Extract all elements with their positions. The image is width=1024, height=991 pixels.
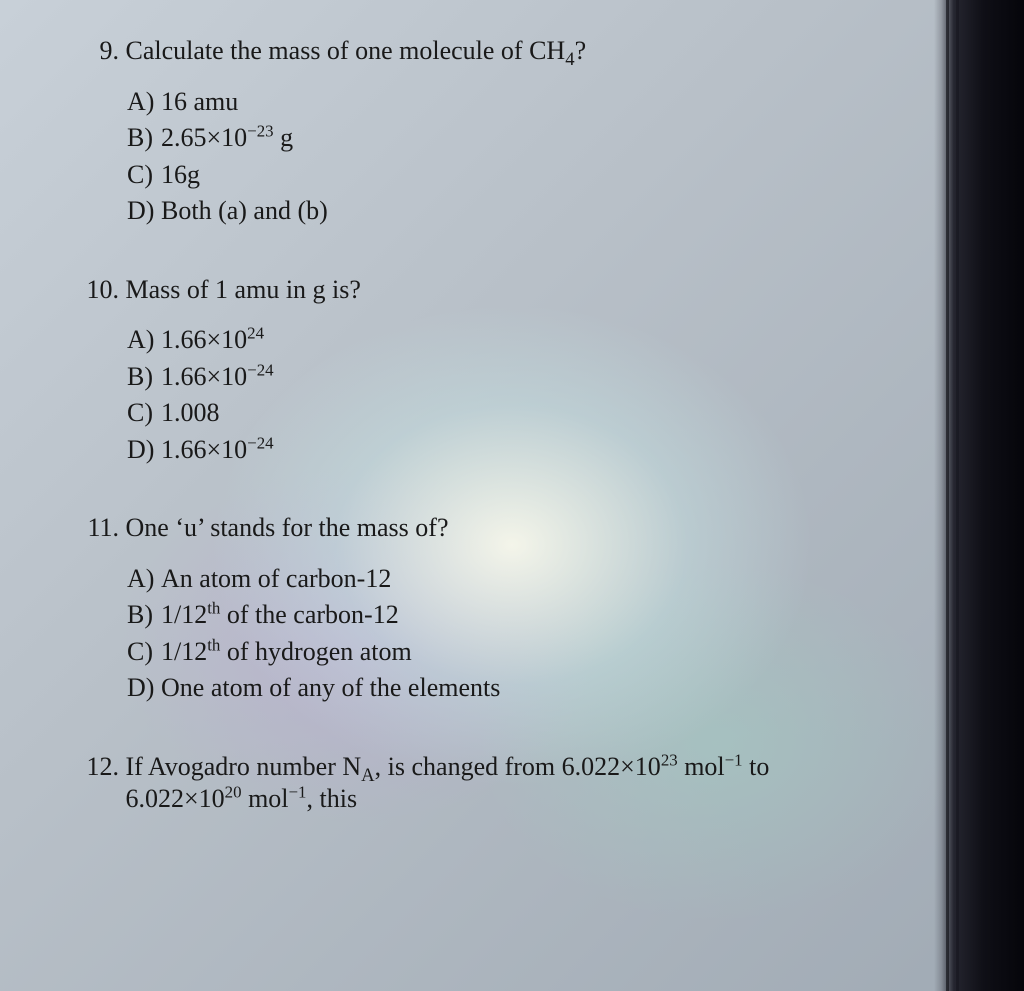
question-9: 9. Calculate the mass of one molecule of…: [75, 35, 875, 228]
option-d: D)Both (a) and (b): [127, 195, 875, 228]
option-b: B)2.65×10−23 g: [127, 122, 875, 155]
option-c: C)1.008: [127, 397, 875, 430]
question-10-options: A)1.66×1024 B)1.66×10−24 C)1.008 D)1.66×…: [127, 324, 875, 466]
question-stem: If Avogadro number NA, is changed from 6…: [126, 751, 856, 816]
option-d: D)One atom of any of the elements: [127, 672, 875, 705]
question-number: 9.: [75, 35, 119, 68]
option-a: A)1.66×1024: [127, 324, 875, 357]
page-surface: 9. Calculate the mass of one molecule of…: [0, 0, 1024, 991]
question-10: 10. Mass of 1 amu in g is? A)1.66×1024 B…: [75, 274, 875, 467]
option-b: B)1.66×10−24: [127, 361, 875, 394]
option-c: C)1/12th of hydrogen atom: [127, 636, 875, 669]
question-list: 9. Calculate the mass of one molecule of…: [75, 35, 875, 816]
option-b: B)1/12th of the carbon-12: [127, 599, 875, 632]
question-number: 12.: [75, 751, 119, 784]
question-9-options: A)16 amu B)2.65×10−23 g C)16g D)Both (a)…: [127, 86, 875, 228]
option-d: D)1.66×10−24: [127, 434, 875, 467]
option-a: A)16 amu: [127, 86, 875, 119]
question-11-options: A)An atom of carbon-12 B)1/12th of the c…: [127, 563, 875, 705]
question-stem: Mass of 1 amu in g is?: [126, 274, 856, 307]
question-11: 11. One ‘u’ stands for the mass of? A)An…: [75, 512, 875, 705]
question-number: 10.: [75, 274, 119, 307]
option-c: C)16g: [127, 159, 875, 192]
question-12: 12. If Avogadro number NA, is changed fr…: [75, 751, 875, 816]
question-stem: One ‘u’ stands for the mass of?: [126, 512, 856, 545]
page-binding-shadow: [934, 0, 1024, 991]
question-stem: Calculate the mass of one molecule of CH…: [126, 35, 856, 68]
option-a: A)An atom of carbon-12: [127, 563, 875, 596]
question-number: 11.: [75, 512, 119, 545]
